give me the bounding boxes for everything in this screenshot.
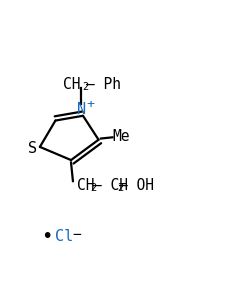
Text: — CH: — CH [93, 178, 128, 193]
Text: S: S [28, 141, 37, 156]
Text: 2: 2 [90, 183, 97, 193]
Text: Cl: Cl [55, 229, 73, 244]
Text: N: N [76, 102, 86, 117]
Text: +: + [86, 98, 94, 111]
Text: Me: Me [113, 129, 130, 144]
Text: 2: 2 [83, 82, 89, 92]
Text: CH: CH [63, 77, 81, 92]
Text: — OH: — OH [119, 178, 154, 193]
Text: •: • [41, 227, 53, 246]
Text: — Ph: — Ph [86, 77, 121, 92]
Text: −: − [73, 227, 81, 242]
Text: CH: CH [77, 178, 95, 193]
Text: 2: 2 [117, 183, 123, 193]
